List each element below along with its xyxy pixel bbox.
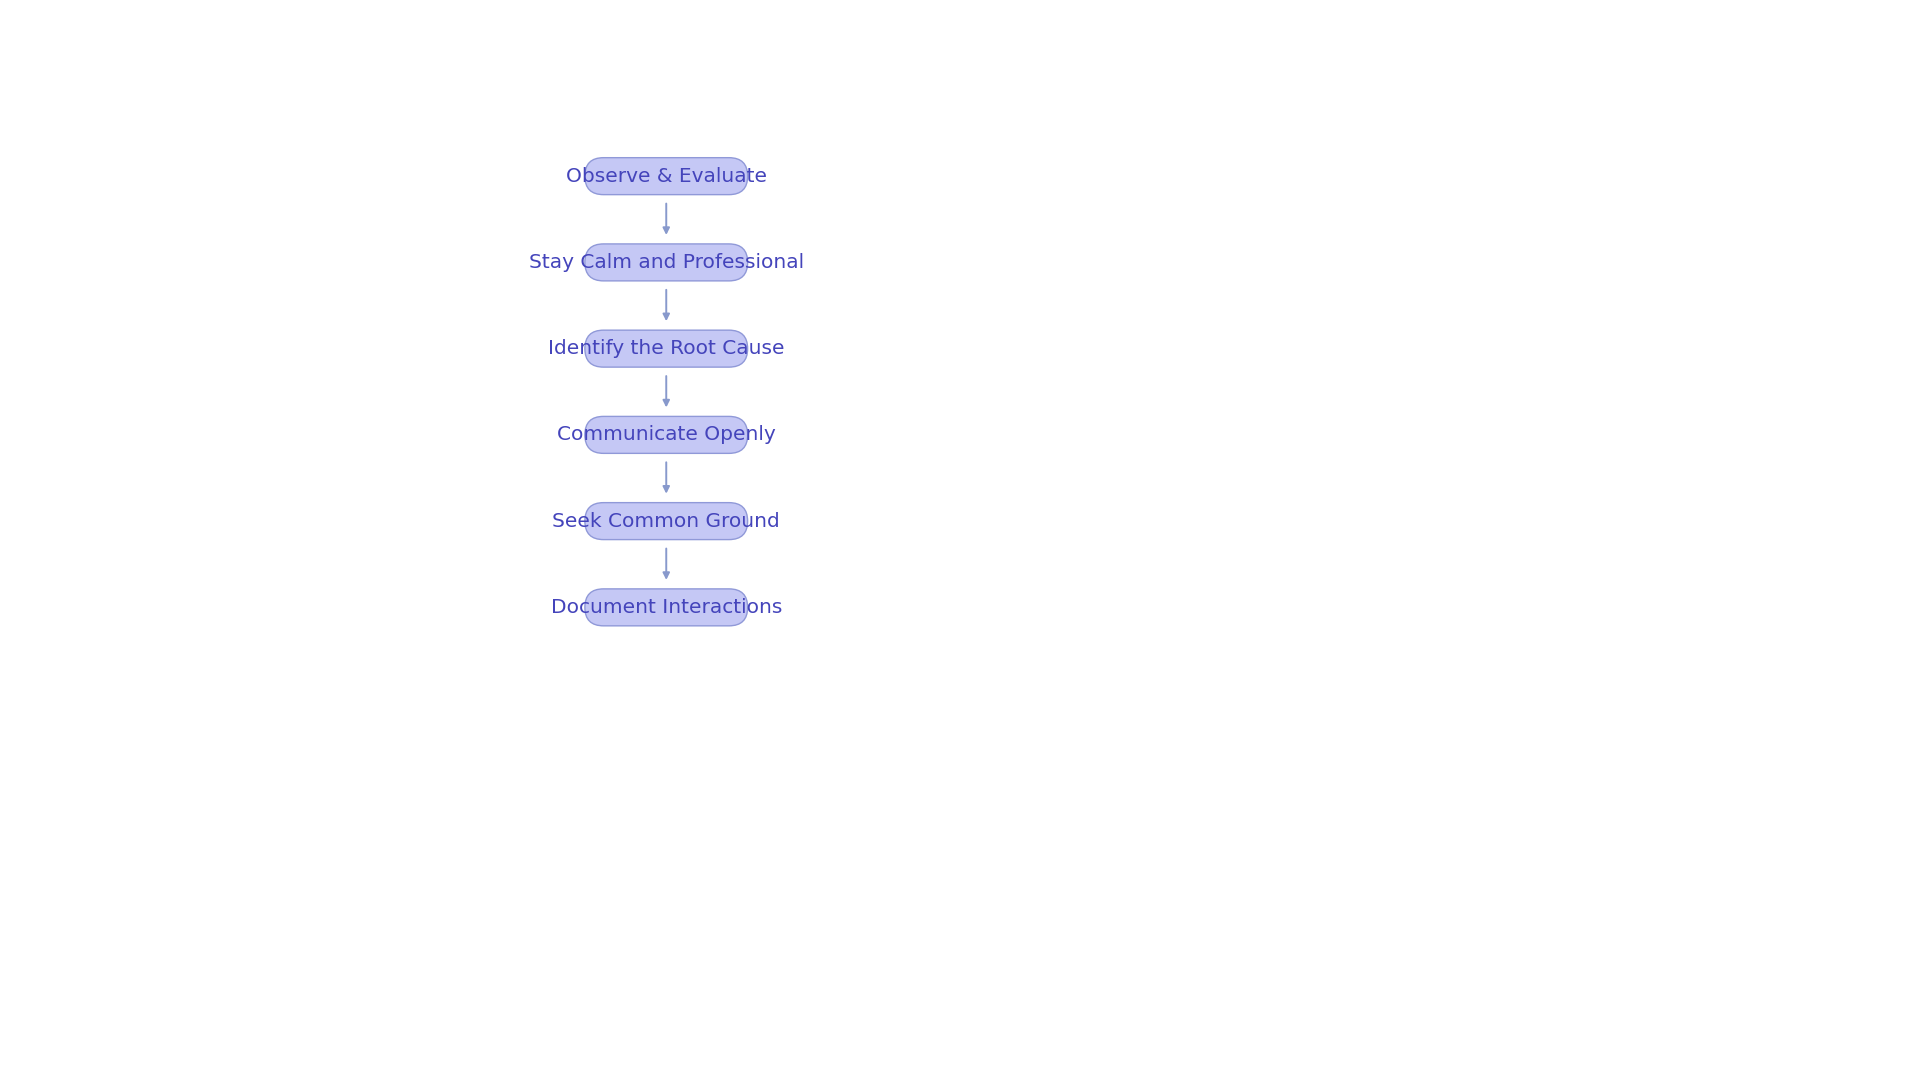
FancyBboxPatch shape: [586, 503, 747, 539]
Text: Document Interactions: Document Interactions: [551, 598, 781, 617]
FancyBboxPatch shape: [586, 330, 747, 367]
FancyBboxPatch shape: [586, 589, 747, 626]
Text: Seek Common Ground: Seek Common Ground: [553, 511, 780, 531]
FancyBboxPatch shape: [586, 158, 747, 195]
FancyBboxPatch shape: [586, 416, 747, 454]
Text: Stay Calm and Professional: Stay Calm and Professional: [528, 253, 804, 272]
Text: Observe & Evaluate: Observe & Evaluate: [566, 167, 766, 185]
Text: Identify the Root Cause: Identify the Root Cause: [547, 339, 785, 358]
FancyBboxPatch shape: [586, 244, 747, 280]
Text: Communicate Openly: Communicate Openly: [557, 426, 776, 444]
